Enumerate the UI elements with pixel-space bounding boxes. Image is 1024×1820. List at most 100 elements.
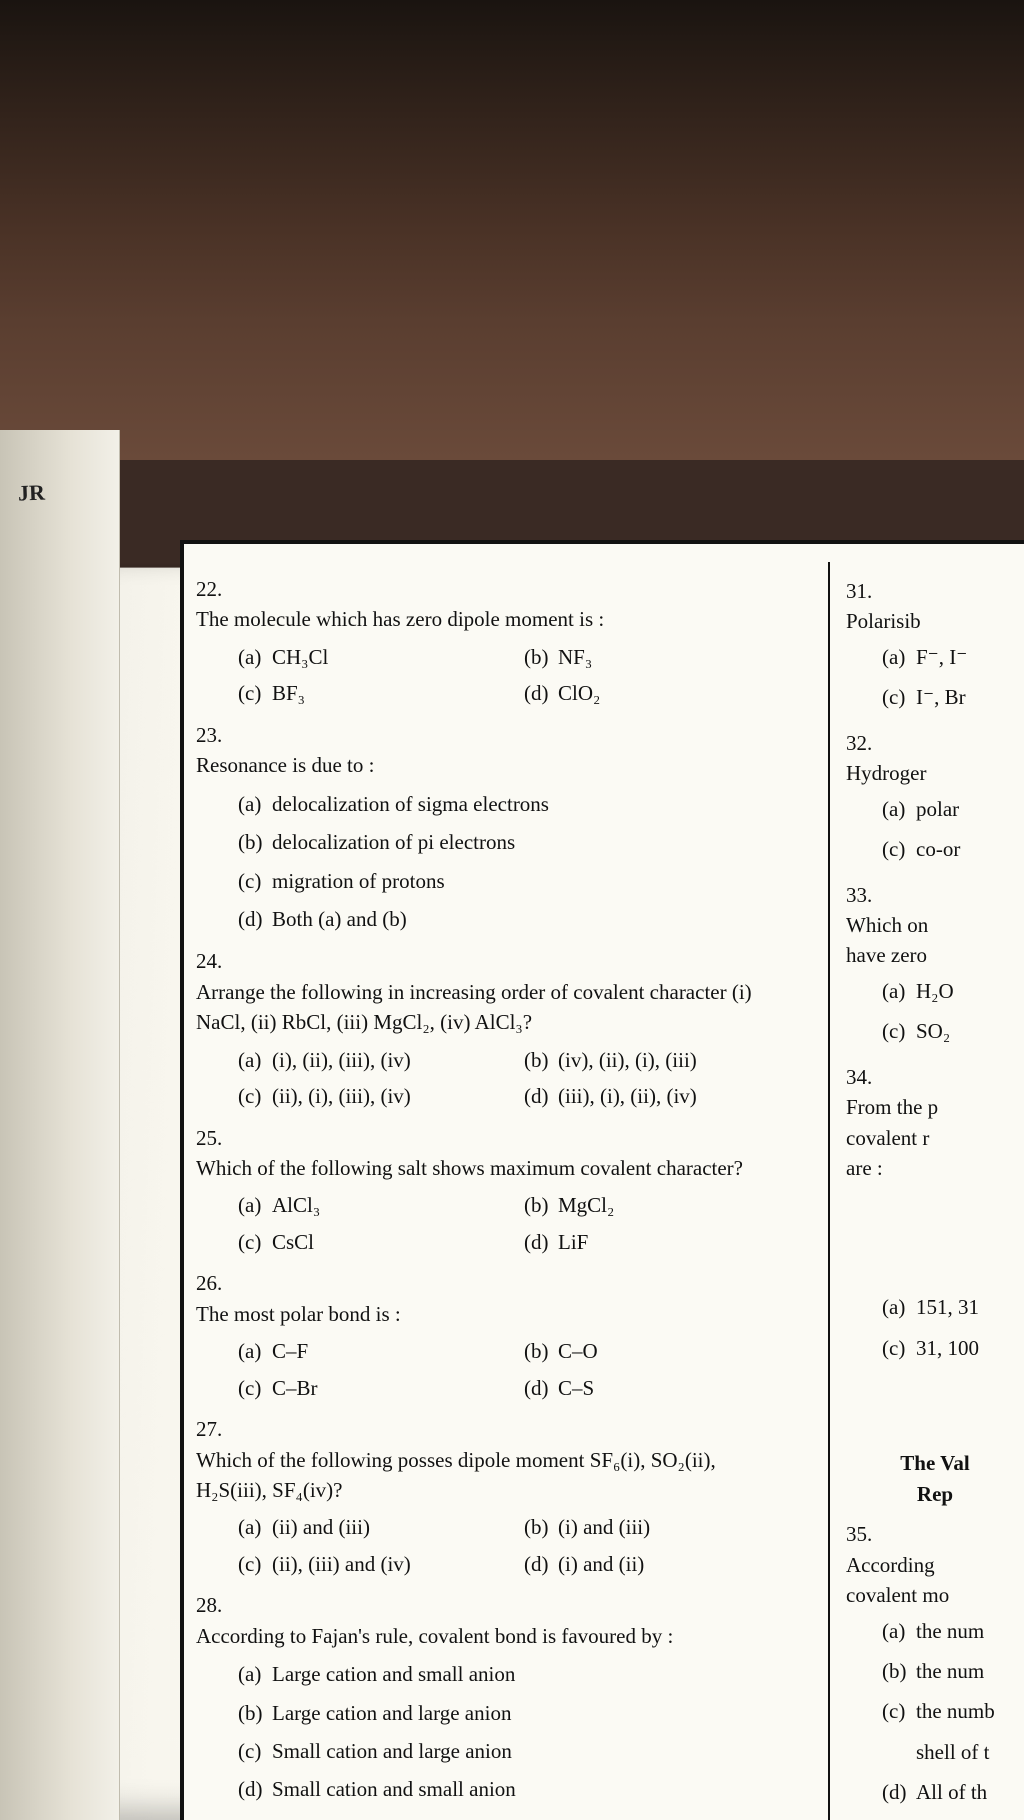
q-text: Which on have zero — [846, 910, 986, 971]
option-text: (i), (ii), (iii), (iv) — [272, 1048, 411, 1072]
margin-tab: JR — [18, 480, 46, 507]
option-a: (a)F⁻, I⁻ — [846, 637, 1024, 677]
option-text: Large cation and small anion — [272, 1662, 515, 1686]
option-c: (c)C–Br — [238, 1370, 524, 1406]
q-number: 24. — [196, 946, 234, 976]
q-text-line: Which on — [846, 913, 928, 937]
option-text: MgCl₂ — [558, 1193, 614, 1217]
option-text: ClO₂ — [558, 681, 600, 705]
question-34: 34. From the p covalent r are : — [846, 1062, 1024, 1184]
q-text: From the p covalent r are : — [846, 1092, 986, 1183]
options-34: (a)151, 31 (c)31, 100 — [846, 1287, 1024, 1368]
question-22: 22. The molecule which has zero dipole m… — [196, 574, 810, 712]
option-c: (c)(ii), (iii) and (iv) — [238, 1546, 524, 1582]
option-a: (a)Large cation and small anion — [238, 1655, 810, 1693]
question-23: 23. Resonance is due to : (a)delocalizat… — [196, 720, 810, 939]
option-c: (c)co-or — [846, 829, 1024, 869]
option-c: (c)BF₃ — [238, 675, 524, 711]
q-text: According to Fajan's rule, covalent bond… — [196, 1621, 768, 1651]
option-d: (d)LiF — [524, 1224, 810, 1260]
option-text: delocalization of sigma electrons — [272, 792, 549, 816]
option-text: C–Br — [272, 1376, 318, 1400]
option-c: (c)the numb — [846, 1691, 1024, 1731]
option-text: Small cation and small anion — [272, 1777, 516, 1801]
heading-line: Rep — [917, 1482, 953, 1506]
question-25: 25. Which of the following salt shows ma… — [196, 1123, 810, 1261]
q-text: According covalent mo — [846, 1550, 986, 1611]
question-26: 26. The most polar bond is : (a)C–F (b)C… — [196, 1268, 810, 1406]
option-c: (c)CsCl — [238, 1224, 524, 1260]
option-text: (ii), (i), (iii), (iv) — [272, 1084, 411, 1108]
option-text: CsCl — [272, 1230, 314, 1254]
q-number: 26. — [196, 1268, 234, 1298]
q-number: 35. — [846, 1519, 880, 1549]
option-b: (b)NF₃ — [524, 639, 810, 675]
option-text: SO₂ — [916, 1019, 950, 1043]
option-text: the num — [916, 1659, 984, 1683]
q-text: The molecule which has zero dipole momen… — [196, 604, 768, 634]
question-32: 32. Hydroger (a)polar (c)co-or — [846, 728, 1024, 870]
question-31: 31. Polarisib (a)F⁻, I⁻ (c)I⁻, Br — [846, 576, 1024, 718]
option-c-line2: shell of t — [846, 1732, 1024, 1772]
q-number: 32. — [846, 728, 880, 758]
q-text: Arrange the following in increasing orde… — [196, 977, 768, 1038]
option-text: H₂O — [916, 979, 954, 1003]
option-a: (a)C–F — [238, 1333, 524, 1369]
option-c: (c)31, 100 — [846, 1328, 1024, 1368]
page-edge — [0, 430, 120, 1820]
q-text: Hydroger — [846, 758, 986, 788]
option-d: (d)(i) and (ii) — [524, 1546, 810, 1582]
option-c: (c)I⁻, Br — [846, 677, 1024, 717]
question-33: 33. Which on have zero (a)H₂O (c)SO₂ — [846, 880, 1024, 1052]
option-text: the num — [916, 1619, 984, 1643]
q-text: Resonance is due to : — [196, 750, 768, 780]
option-text: All of th — [916, 1780, 987, 1804]
question-28: 28. According to Fajan's rule, covalent … — [196, 1590, 810, 1809]
option-text: BF₃ — [272, 681, 305, 705]
option-a: (a)151, 31 — [846, 1287, 1024, 1327]
option-d: (d)ClO₂ — [524, 675, 810, 711]
option-b: (b)the num — [846, 1651, 1024, 1691]
option-text: Both (a) and (b) — [272, 907, 407, 931]
q-text: Which of the following posses dipole mom… — [196, 1445, 768, 1506]
q-text-line: are : — [846, 1156, 883, 1180]
option-text: CH₃Cl — [272, 645, 328, 669]
q-number: 25. — [196, 1123, 234, 1153]
q-text-line: covalent mo — [846, 1583, 949, 1607]
option-text: 151, 31 — [916, 1295, 979, 1319]
option-c: (c)(ii), (i), (iii), (iv) — [238, 1078, 524, 1114]
q-number: 33. — [846, 880, 880, 910]
option-text: Small cation and large anion — [272, 1739, 512, 1763]
q-number: 34. — [846, 1062, 880, 1092]
option-b: (b)C–O — [524, 1333, 810, 1369]
option-b: (b)delocalization of pi electrons — [238, 823, 810, 861]
option-a: (a)the num — [846, 1611, 1024, 1651]
option-text: NF₃ — [558, 645, 592, 669]
option-text: C–F — [272, 1339, 308, 1363]
option-text: AlCl₃ — [272, 1193, 320, 1217]
option-d: (d)Small cation and small anion — [238, 1770, 810, 1808]
q-text-line: covalent r — [846, 1126, 929, 1150]
q-text: Which of the following salt shows maximu… — [196, 1153, 768, 1183]
option-d: (d)All of th — [846, 1772, 1024, 1812]
option-a: (a)delocalization of sigma electrons — [238, 785, 810, 823]
section-heading: The Val Rep — [846, 1448, 1024, 1509]
desk-background — [0, 0, 1024, 460]
question-35: 35. According covalent mo (a)the num (b)… — [846, 1519, 1024, 1813]
option-text: (i) and (iii) — [558, 1515, 650, 1539]
option-text: delocalization of pi electrons — [272, 830, 515, 854]
q-text: Polarisib — [846, 606, 986, 636]
option-text: polar — [916, 797, 959, 821]
option-c: (c)SO₂ — [846, 1011, 1024, 1051]
option-a: (a)H₂O — [846, 971, 1024, 1011]
option-text: migration of protons — [272, 869, 445, 893]
left-column: 22. The molecule which has zero dipole m… — [184, 562, 830, 1820]
option-c: (c)migration of protons — [238, 862, 810, 900]
q-text: The most polar bond is : — [196, 1299, 768, 1329]
option-b: (b)(i) and (iii) — [524, 1509, 810, 1545]
q-number: 27. — [196, 1414, 234, 1444]
option-a: (a)AlCl₃ — [238, 1187, 524, 1223]
option-a: (a)CH₃Cl — [238, 639, 524, 675]
option-text: Large cation and large anion — [272, 1701, 511, 1725]
option-text: shell of t — [916, 1740, 990, 1764]
